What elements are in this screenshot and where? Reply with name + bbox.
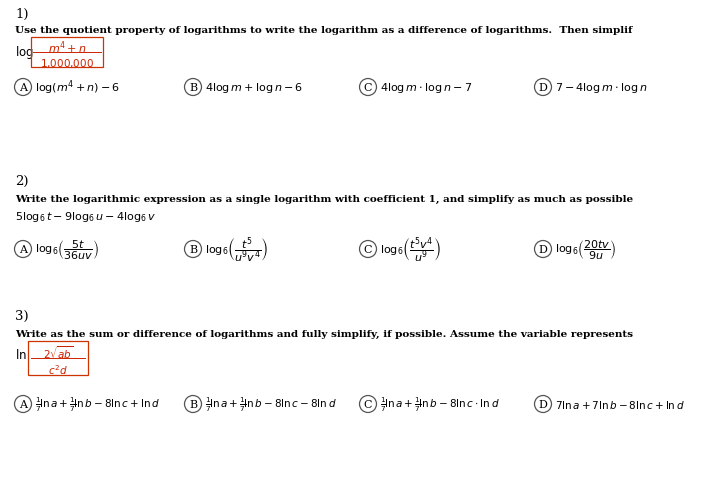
Text: C: C (364, 399, 372, 409)
Text: $4\log m + \log n - 6$: $4\log m + \log n - 6$ (205, 81, 303, 95)
Text: A: A (19, 399, 27, 409)
Text: D: D (539, 244, 547, 255)
Text: 2): 2) (15, 175, 28, 188)
Bar (31, 38, 103, 68)
Text: B: B (189, 399, 197, 409)
Text: A: A (19, 244, 27, 255)
Text: $\log_6\!\left(\dfrac{t^5}{u^9 v^4}\right)$: $\log_6\!\left(\dfrac{t^5}{u^9 v^4}\righ… (205, 234, 268, 265)
Text: $\frac{1}{7}\!\ln a + \frac{1}{7}\!\ln b - 8\ln c \cdot \ln d$: $\frac{1}{7}\!\ln a + \frac{1}{7}\!\ln b… (380, 395, 500, 413)
Text: $\log_6\!\left(\dfrac{20tv}{9u}\right)$: $\log_6\!\left(\dfrac{20tv}{9u}\right)$ (555, 238, 616, 261)
Text: $m^4 + n$: $m^4 + n$ (48, 40, 87, 56)
Text: $\frac{1}{7}\!\ln a + \frac{1}{7}\!\ln b - 8\ln c - 8\ln d$: $\frac{1}{7}\!\ln a + \frac{1}{7}\!\ln b… (205, 395, 337, 413)
Text: Use the quotient property of logarithms to write the logarithm as a difference o: Use the quotient property of logarithms … (15, 26, 633, 35)
Text: Write the logarithmic expression as a single logarithm with coefficient 1, and s: Write the logarithmic expression as a si… (15, 194, 633, 203)
Text: $2\sqrt{ab}$: $2\sqrt{ab}$ (43, 344, 73, 361)
Text: $\log(m^4 + n) - 6$: $\log(m^4 + n) - 6$ (35, 79, 120, 97)
Text: $\mathrm{log}$: $\mathrm{log}$ (15, 44, 34, 61)
Text: $\log_6\!\left(\dfrac{t^5 v^4}{u^9}\right)$: $\log_6\!\left(\dfrac{t^5 v^4}{u^9}\righ… (380, 234, 441, 265)
Text: $1{,}000{,}000$: $1{,}000{,}000$ (40, 57, 94, 69)
Text: $7\ln a + 7\ln b - 8\ln c + \ln d$: $7\ln a + 7\ln b - 8\ln c + \ln d$ (555, 398, 685, 410)
Text: D: D (539, 83, 547, 93)
Text: A: A (19, 83, 27, 93)
Text: $7 - 4\log m \cdot \log n$: $7 - 4\log m \cdot \log n$ (555, 81, 648, 95)
Text: $5\log_6 t - 9\log_6 u - 4\log_6 v$: $5\log_6 t - 9\log_6 u - 4\log_6 v$ (15, 209, 156, 223)
Text: B: B (189, 83, 197, 93)
Bar (28, 341, 88, 375)
Text: $\log_6\!\left(\dfrac{5t}{36uv}\right)$: $\log_6\!\left(\dfrac{5t}{36uv}\right)$ (35, 238, 99, 261)
Text: $c^2 d$: $c^2 d$ (48, 362, 68, 376)
Text: B: B (189, 244, 197, 255)
Text: C: C (364, 244, 372, 255)
Text: Write as the sum or difference of logarithms and fully simplify, if possible. As: Write as the sum or difference of logari… (15, 329, 633, 338)
Text: $\mathrm{ln}$: $\mathrm{ln}$ (15, 347, 27, 361)
Text: D: D (539, 399, 547, 409)
Text: 1): 1) (15, 8, 28, 21)
Text: 3): 3) (15, 310, 28, 322)
Text: $\frac{1}{7}\!\ln a + \frac{1}{7}\!\ln b - 8\ln c + \ln d$: $\frac{1}{7}\!\ln a + \frac{1}{7}\!\ln b… (35, 395, 160, 413)
Text: $4\log m \cdot \log n - 7$: $4\log m \cdot \log n - 7$ (380, 81, 472, 95)
Text: C: C (364, 83, 372, 93)
